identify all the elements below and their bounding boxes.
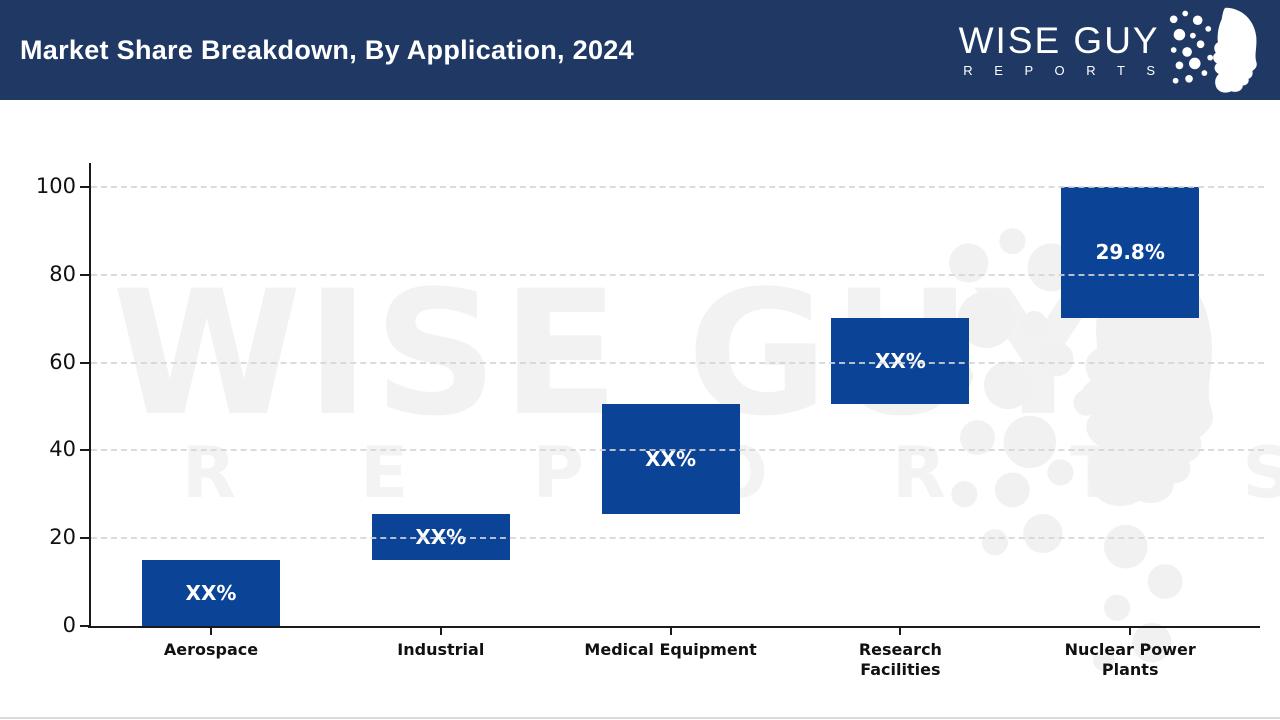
- header-bar: Market Share Breakdown, By Application, …: [0, 0, 1280, 100]
- y-tick-label-20: 20: [49, 525, 76, 550]
- brand-logo-text: WISE GUY R E P O R T S: [954, 22, 1164, 78]
- y-tick-label-40: 40: [49, 437, 76, 462]
- x-tick-mark-research-facilities: [899, 628, 902, 635]
- bar-value-label-industrial: XX%: [415, 525, 467, 550]
- bar-value-label-aerospace: XX%: [185, 581, 237, 606]
- gridline-60: [91, 361, 1264, 364]
- y-tick-mark-40: [80, 449, 89, 452]
- bar-research-facilities: XX%: [831, 317, 970, 405]
- x-tick-label-research-facilities: Research Facilities: [790, 640, 1010, 680]
- y-axis-line: [89, 163, 91, 628]
- bar-nuclear-power-plants: 29.8%: [1061, 187, 1200, 318]
- bar-aerospace: XX%: [142, 560, 280, 626]
- y-tick-mark-100: [80, 186, 89, 188]
- x-tick-label-line: Research: [858, 640, 942, 659]
- x-tick-label-line: Industrial: [397, 640, 485, 659]
- x-tick-mark-medical-equipment: [669, 628, 672, 635]
- x-tick-label-industrial: Industrial: [331, 640, 551, 660]
- brand-name: WISE GUY: [958, 20, 1160, 61]
- bottom-border-line: [0, 717, 1280, 719]
- gridline-40: [91, 449, 1264, 452]
- x-tick-mark-industrial: [439, 628, 442, 635]
- dotted-face-icon: [1169, 7, 1257, 93]
- x-tick-label-line: Plants: [1101, 660, 1159, 679]
- brand-logo: WISE GUY R E P O R T S: [954, 4, 1262, 96]
- x-tick-label-medical-equipment: Medical Equipment: [561, 640, 781, 660]
- y-tick-label-60: 60: [49, 349, 76, 374]
- brand-subtitle: R E P O R T S: [963, 63, 1164, 78]
- y-tick-mark-80: [80, 273, 89, 276]
- gridline-80: [91, 273, 1264, 276]
- y-tick-label-100: 100: [35, 174, 76, 198]
- x-tick-label-line: Facilities: [860, 660, 941, 679]
- x-tick-label-line: Medical Equipment: [584, 640, 757, 659]
- x-tick-label-aerospace: Aerospace: [101, 640, 321, 660]
- y-tick-mark-0: [80, 625, 89, 627]
- y-tick-mark-20: [80, 537, 89, 540]
- bar-value-label-research-facilities: XX%: [874, 349, 926, 374]
- x-tick-label-line: Nuclear Power: [1064, 640, 1196, 659]
- page-title: Market Share Breakdown, By Application, …: [20, 34, 634, 65]
- bar-industrial: XX%: [371, 514, 510, 561]
- x-tick-label-nuclear-power-plants: Nuclear Power Plants: [1020, 640, 1240, 680]
- bar-value-label-nuclear-power-plants: 29.8%: [1095, 240, 1165, 265]
- x-tick-label-line: Aerospace: [163, 640, 259, 659]
- bar-medical-equipment: XX%: [601, 404, 740, 515]
- y-tick-mark-60: [80, 361, 89, 364]
- gridline-100: [91, 186, 1264, 188]
- x-axis-line: [88, 626, 1260, 628]
- y-tick-label-80: 80: [49, 261, 76, 286]
- x-tick-mark-nuclear-power-plants: [1129, 628, 1132, 635]
- y-tick-label-0: 0: [62, 613, 76, 637]
- x-tick-mark-aerospace: [210, 628, 212, 635]
- gridline-20: [91, 537, 1264, 540]
